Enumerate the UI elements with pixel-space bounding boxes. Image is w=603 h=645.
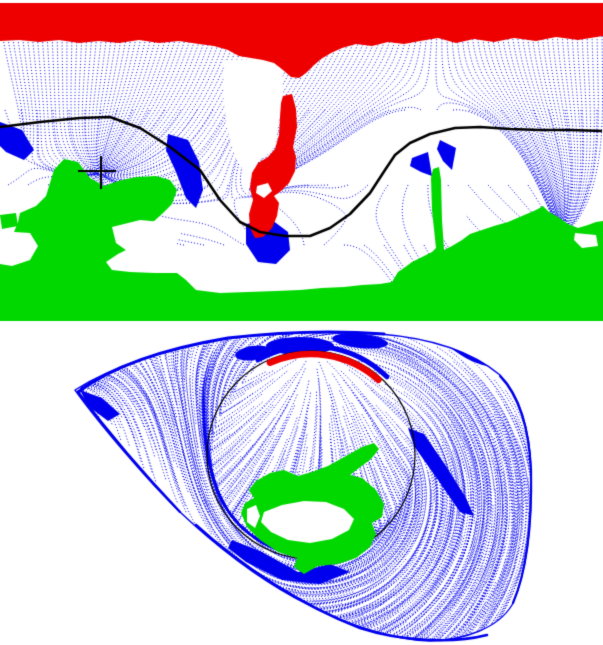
- flow-field-canvas: [0, 0, 603, 645]
- flow-visualization-figure: [0, 0, 603, 645]
